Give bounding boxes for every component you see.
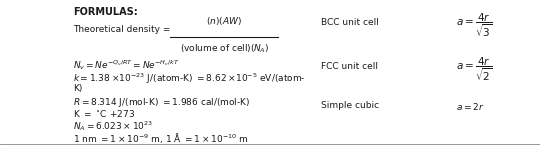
Text: $a = 2r$: $a = 2r$ xyxy=(456,101,485,112)
Text: $a = \dfrac{4r}{\sqrt{3}}$: $a = \dfrac{4r}{\sqrt{3}}$ xyxy=(456,11,493,39)
Text: $(n)(AW)$: $(n)(AW)$ xyxy=(206,15,242,27)
Text: K): K) xyxy=(73,84,82,93)
Text: K $=$ $^{\circ}$C $+ 273$: K $=$ $^{\circ}$C $+ 273$ xyxy=(73,108,135,119)
Text: $N_v = Ne^{-Q_v/RT} = Ne^{-H_v/kT}$: $N_v = Ne^{-Q_v/RT} = Ne^{-H_v/kT}$ xyxy=(73,58,179,72)
Text: $a = \dfrac{4r}{\sqrt{2}}$: $a = \dfrac{4r}{\sqrt{2}}$ xyxy=(456,55,493,83)
Text: 1 nm $= 1\times10^{-9}$ m, 1 Å $= 1\times10^{-10}$ m: 1 nm $= 1\times10^{-9}$ m, 1 Å $= 1\time… xyxy=(73,131,248,145)
Text: $(\mathrm{volume\ of\ cell})(N_{\!A})$: $(\mathrm{volume\ of\ cell})(N_{\!A})$ xyxy=(180,43,268,55)
Text: FCC unit cell: FCC unit cell xyxy=(321,62,379,71)
Text: $k = 1.38\times\!10^{-23}$ J/(atom-K) $= 8.62\times\!10^{-5}$ eV/(atom-: $k = 1.38\times\!10^{-23}$ J/(atom-K) $=… xyxy=(73,72,306,86)
Text: Theoretical density =: Theoretical density = xyxy=(73,25,170,34)
Text: FORMULAS:: FORMULAS: xyxy=(73,7,138,17)
Text: Simple cubic: Simple cubic xyxy=(321,101,380,110)
Text: $R = 8.314$ J/(mol-K) $= 1.986$ cal/(mol-K): $R = 8.314$ J/(mol-K) $= 1.986$ cal/(mol… xyxy=(73,96,250,109)
Text: BCC unit cell: BCC unit cell xyxy=(321,18,379,27)
Text: $N_A = 6.023\times10^{23}$: $N_A = 6.023\times10^{23}$ xyxy=(73,119,153,133)
